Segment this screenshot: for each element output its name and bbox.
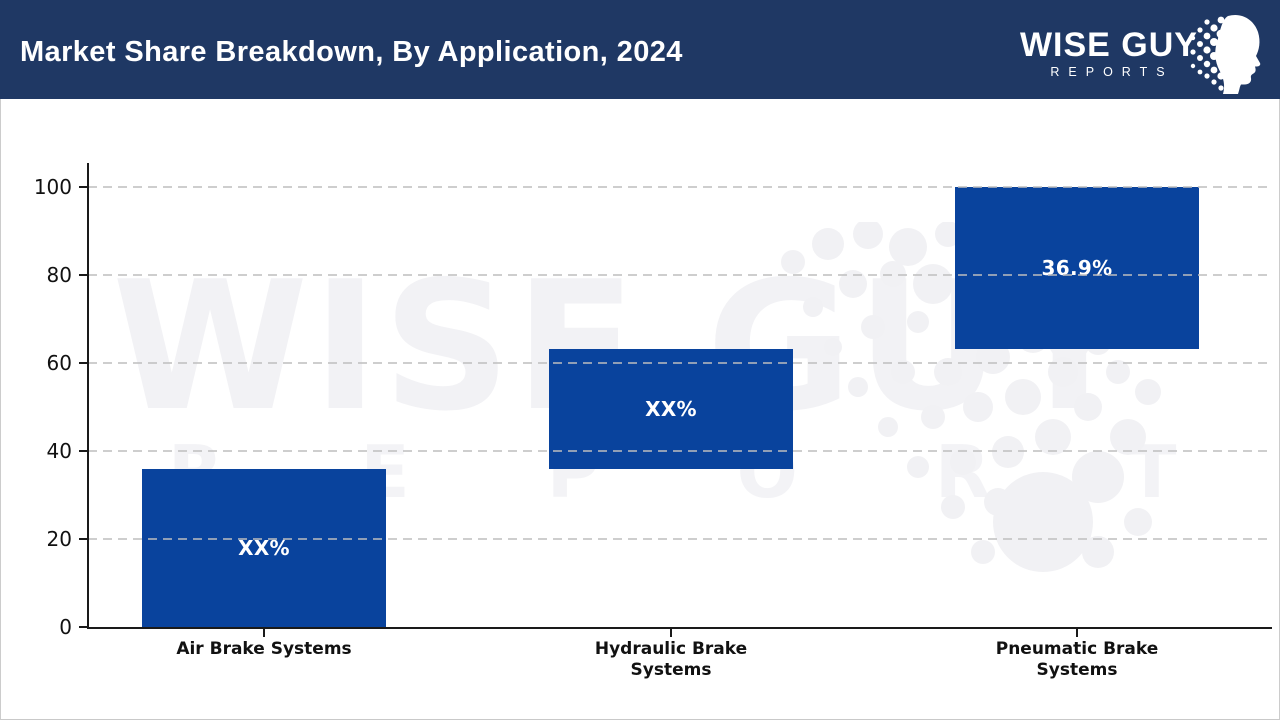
page-title: Market Share Breakdown, By Application, … — [20, 36, 683, 68]
waterfall-bar: XX% — [549, 349, 793, 469]
waterfall-bar: XX% — [142, 468, 386, 627]
y-axis-tick-label: 20 — [46, 527, 72, 551]
x-axis-line — [87, 627, 1272, 629]
gridline — [88, 538, 1272, 540]
logo-reports-text: REPORTS — [1050, 65, 1174, 79]
waterfall-bar: 36.9% — [955, 187, 1199, 350]
x-axis-tick — [263, 629, 265, 637]
gridline — [88, 450, 1272, 452]
y-axis-tick-label: 60 — [46, 351, 72, 375]
gridline — [88, 274, 1272, 276]
y-axis-tick-label: 80 — [46, 263, 72, 287]
bar-value-label: XX% — [645, 396, 697, 421]
logo-brand-text: WISE GUY — [1019, 26, 1198, 64]
y-axis-tick-label: 100 — [33, 175, 72, 199]
y-axis-tick — [79, 538, 88, 540]
y-axis-tick — [79, 626, 88, 628]
x-axis-tick — [670, 629, 672, 637]
wiseguy-face-icon — [1190, 14, 1261, 95]
y-axis-line — [87, 163, 89, 629]
wiseguy-logo: WISE GUY REPORTS — [1018, 6, 1270, 95]
y-axis-tick — [79, 362, 88, 364]
y-axis-tick — [79, 186, 88, 188]
y-axis-tick-label: 0 — [59, 615, 72, 639]
y-axis-tick-label: 40 — [46, 439, 72, 463]
gridline — [88, 362, 1272, 364]
header-bar: Market Share Breakdown, By Application, … — [0, 0, 1280, 99]
bar-value-label: 36.9% — [1041, 256, 1113, 281]
x-axis-tick — [1076, 629, 1078, 637]
y-axis-tick — [79, 274, 88, 276]
gridline — [88, 186, 1272, 188]
logo-text: WISE GUY REPORTS — [1020, 28, 1198, 79]
x-axis-category-label: Pneumatic Brake Systems — [995, 639, 1159, 680]
y-axis-tick — [79, 450, 88, 452]
x-axis-category-label: Air Brake Systems — [176, 639, 352, 659]
x-axis-category-label: Hydraulic Brake Systems — [594, 639, 748, 680]
